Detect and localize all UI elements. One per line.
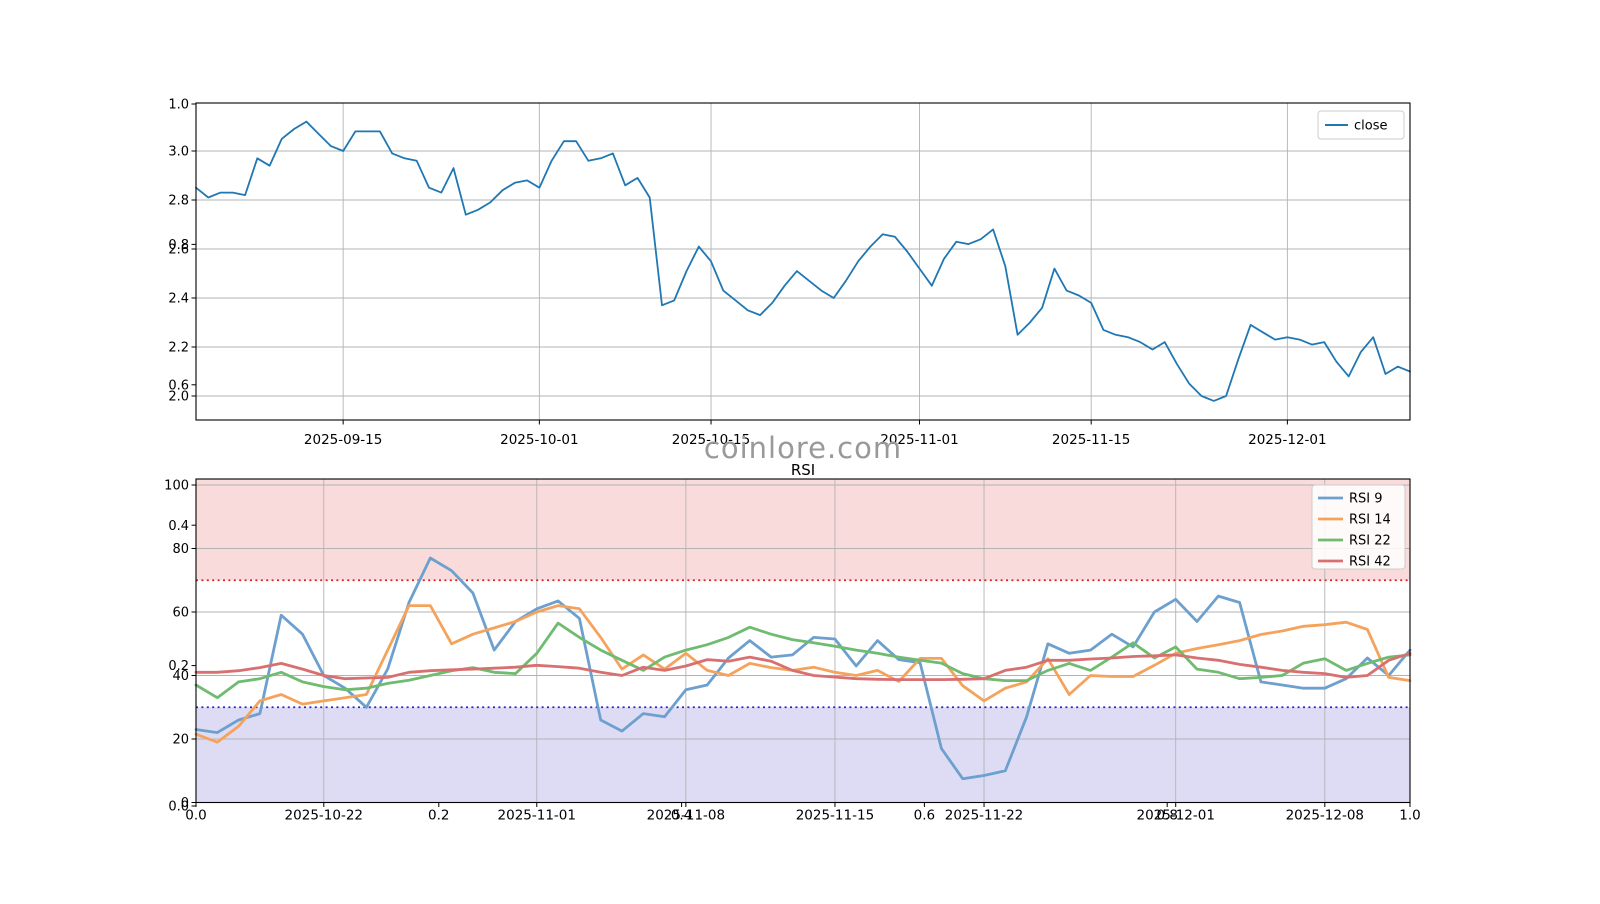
rsi-x-tick-label: 2025-11-08: [647, 808, 725, 824]
price-y-tick-label: 2.0: [168, 390, 189, 405]
price-y-tick-label: 2.8: [168, 194, 189, 209]
price-legend-box: [1317, 110, 1405, 140]
rsi-y-tick-label: 0: [181, 796, 189, 811]
price-legend-label: close: [1354, 119, 1387, 134]
rsi-x-tick-label: 2025-10-22: [285, 808, 363, 824]
oversold-band: [196, 707, 1410, 803]
overlay-x-tick-label: 0.2: [428, 808, 449, 824]
overlay-y-tick-label: 0.4: [168, 519, 189, 534]
rsi-rsi-22-line: [194, 621, 1412, 700]
rsi-y-tick-label: 80: [172, 542, 189, 557]
overlay-y-tick-label: 0.8: [168, 238, 189, 253]
rsi-legend-box: [1311, 484, 1406, 570]
rsi-legend-label: RSI 14: [1349, 513, 1391, 528]
rsi-y-tick-label: 20: [172, 733, 189, 748]
overlay-y-tick-label: 0.2: [168, 659, 189, 674]
rsi-y-tick-label: 100: [164, 479, 189, 494]
overlay-x-tick-label: 0.4: [671, 808, 692, 824]
rsi-legend-label: RSI 9: [1349, 492, 1383, 507]
rsi-chart-title: RSI: [790, 461, 816, 479]
price-x-tick-label: 2025-12-01: [1248, 432, 1326, 448]
overlay-x-tick-label: 0.8: [1156, 808, 1177, 824]
rsi-x-tick-label: 2025-11-01: [498, 808, 576, 824]
overlay-x-tick-label: 1.0: [1399, 808, 1420, 824]
rsi-x-tick-label: 2025-12-01: [1136, 808, 1214, 824]
overlay-y-tick-label: 0.6: [168, 378, 189, 393]
watermark: coinlore.com: [703, 431, 903, 465]
rsi-axes-box: [195, 478, 1411, 804]
price-x-tick-label: 2025-11-01: [880, 432, 958, 448]
price-y-tick-label: 2.6: [168, 243, 189, 258]
price-y-tick-label: 2.4: [168, 292, 189, 307]
rsi-x-tick-label: 2025-12-08: [1286, 808, 1364, 824]
rsi-y-tick-label: 60: [172, 606, 189, 621]
rsi-x-tick-label: 2025-11-22: [945, 808, 1023, 824]
price-axes-box: [195, 102, 1411, 421]
overbought-band: [196, 479, 1410, 581]
rsi-x-tick-label: 2025-11-15: [796, 808, 874, 824]
price-x-tick-label: 2025-11-15: [1052, 432, 1130, 448]
rsi-legend-label: RSI 22: [1349, 534, 1391, 549]
rsi-rsi-9-line: [194, 556, 1412, 781]
price-x-tick-label: 2025-10-15: [672, 432, 750, 448]
rsi-rsi-42-line: [194, 651, 1412, 681]
price-close-line: [195, 120, 1411, 402]
rsi-y-tick-label: 40: [172, 669, 189, 684]
price-y-tick-label: 2.2: [168, 341, 189, 356]
overlay-x-tick-label: 0.6: [914, 808, 935, 824]
overlay-y-tick-label: 1.0: [168, 98, 189, 113]
rsi-legend-label: RSI 42: [1349, 555, 1391, 570]
price-x-tick-label: 2025-10-01: [500, 432, 578, 448]
price-y-tick-label: 3.0: [168, 145, 189, 160]
rsi-rsi-14-line: [194, 604, 1412, 744]
overlay-y-tick-label: 0.0: [168, 800, 189, 815]
price-x-tick-label: 2025-09-15: [304, 432, 382, 448]
overlay-x-tick-label: 0.0: [185, 808, 206, 824]
